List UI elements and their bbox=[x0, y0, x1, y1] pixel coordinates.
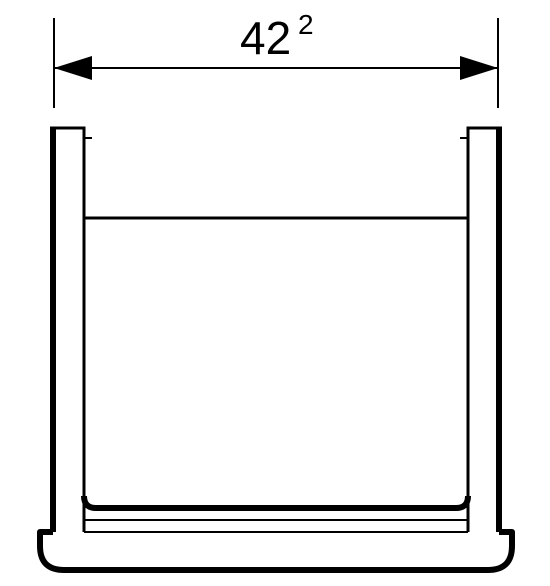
technical-drawing: 42 2 bbox=[0, 0, 550, 586]
dimension-value: 42 bbox=[240, 12, 291, 64]
dimension-superscript: 2 bbox=[298, 9, 314, 40]
cabinet-outline bbox=[40, 128, 512, 570]
